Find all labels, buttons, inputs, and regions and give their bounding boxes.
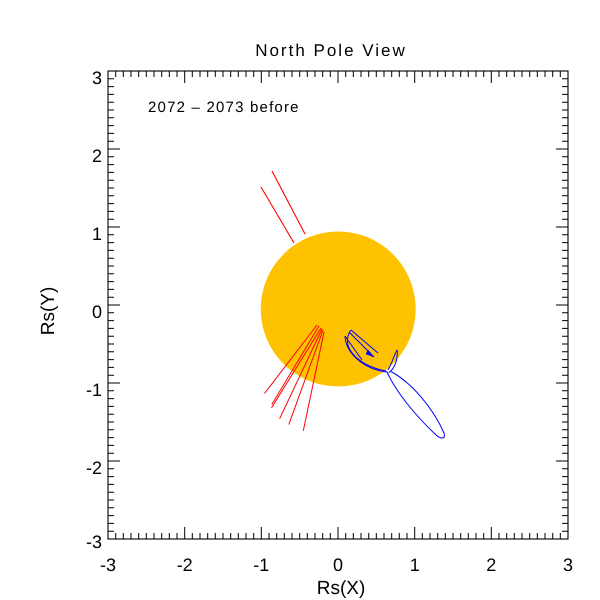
- svg-text:2: 2: [92, 146, 102, 166]
- svg-text:-1: -1: [253, 555, 269, 575]
- svg-text:-3: -3: [86, 532, 102, 552]
- svg-text:3: 3: [92, 68, 102, 88]
- svg-text:2: 2: [486, 555, 496, 575]
- svg-text:1: 1: [92, 224, 102, 244]
- svg-text:3: 3: [563, 555, 573, 575]
- svg-text:0: 0: [92, 302, 102, 322]
- svg-text:2072 – 2073 before: 2072 – 2073 before: [148, 99, 300, 116]
- svg-text:-1: -1: [86, 380, 102, 400]
- svg-text:-3: -3: [100, 555, 116, 575]
- svg-text:North Pole View: North Pole View: [255, 41, 407, 60]
- svg-text:Rs(X): Rs(X): [317, 578, 366, 599]
- svg-text:Rs(Y): Rs(Y): [38, 287, 59, 336]
- svg-text:-2: -2: [177, 555, 193, 575]
- svg-text:1: 1: [410, 555, 420, 575]
- svg-text:-2: -2: [86, 458, 102, 478]
- svg-text:0: 0: [333, 555, 343, 575]
